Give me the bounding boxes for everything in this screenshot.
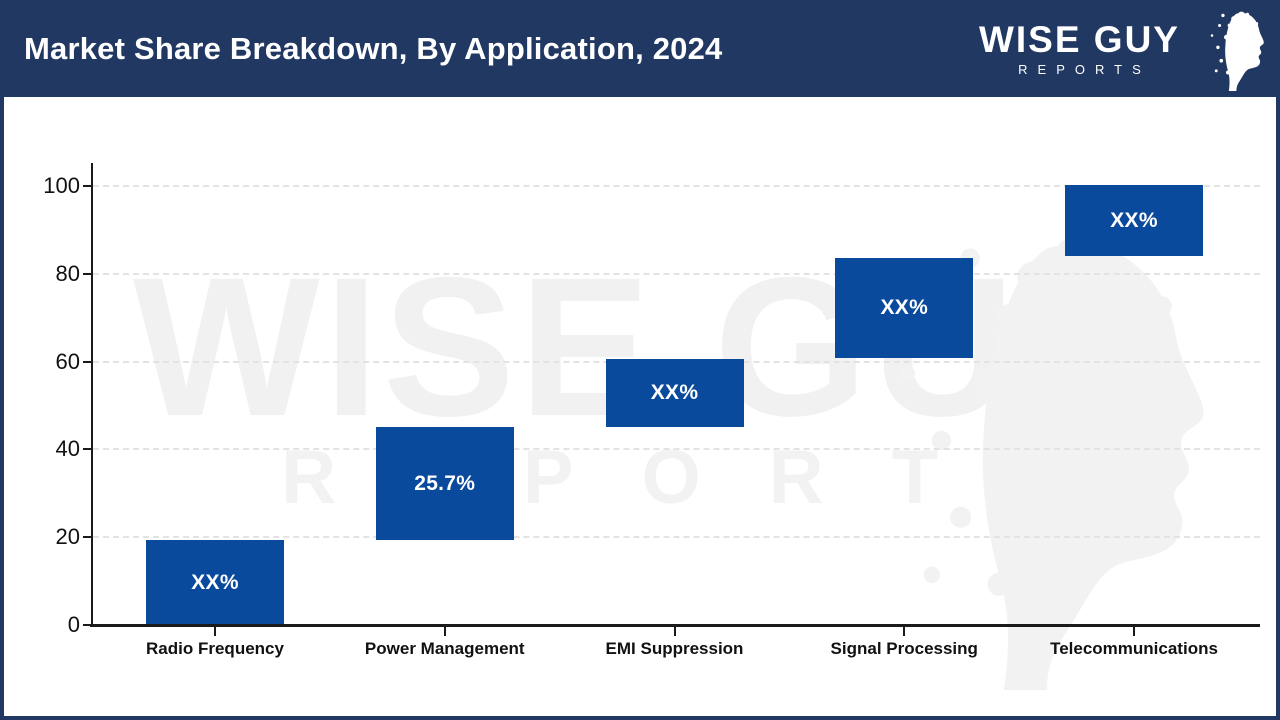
x-axis-label: Signal Processing	[830, 639, 978, 658]
y-tick-mark	[83, 360, 92, 363]
y-tick-mark	[83, 536, 92, 539]
bar-value-label: XX%	[880, 295, 929, 319]
logo-subtext: REPORTS	[1018, 62, 1151, 77]
y-tick-label: 20	[55, 524, 80, 550]
y-tick-label: 40	[55, 436, 80, 462]
bar-signal-processing: XX%	[835, 257, 974, 359]
bar-emi-suppression: XX%	[605, 359, 744, 427]
x-axis-label: Power Management	[364, 639, 525, 658]
x-axis-line	[90, 623, 1260, 627]
page-title: Market Share Breakdown, By Application, …	[24, 30, 723, 66]
bar-value-label: XX%	[1110, 208, 1158, 232]
gridline	[93, 185, 1260, 187]
x-tick-mark	[443, 626, 446, 636]
x-tick-mark	[673, 626, 676, 636]
bar-telecommunications: XX%	[1065, 185, 1203, 257]
y-tick-label: 0	[67, 612, 80, 637]
bar-value-label: XX%	[191, 570, 239, 594]
y-tick-label: 80	[55, 260, 80, 286]
bar-value-label: 25.7%	[414, 471, 476, 495]
x-axis-label: Telecommunications	[1050, 639, 1218, 658]
header: Market Share Breakdown, By Application, …	[4, 0, 1276, 97]
gridline	[93, 536, 1260, 539]
y-tick-mark	[83, 272, 92, 275]
bar-value-label: XX%	[650, 380, 699, 404]
wise-guy-logo: WISE GUY REPORTS	[979, 7, 1270, 91]
gridline	[93, 272, 1260, 275]
y-tick-label: 60	[55, 348, 80, 374]
y-tick-label: 100	[43, 173, 80, 198]
x-axis-label: Radio Frequency	[146, 639, 284, 658]
y-axis-line	[90, 163, 93, 627]
logo-text: WISE GUY REPORTS	[979, 21, 1180, 76]
x-axis-label: EMI Suppression	[605, 639, 744, 658]
y-tick-mark	[83, 624, 92, 626]
gridline	[93, 448, 1260, 451]
x-tick-mark	[903, 626, 906, 636]
x-tick-mark	[214, 626, 216, 636]
bar-power-management: 25.7%	[375, 427, 514, 541]
y-tick-mark	[83, 448, 92, 451]
logo-wordmark: WISE GUY	[978, 19, 1180, 60]
bar-radio-frequency: XX%	[146, 540, 284, 625]
x-tick-mark	[1133, 626, 1135, 636]
chart-plot-area: 0 20 40 60 80 100 XX% Radio Frequency 25.7% Power…	[4, 0, 1276, 716]
y-tick-mark	[83, 185, 92, 187]
